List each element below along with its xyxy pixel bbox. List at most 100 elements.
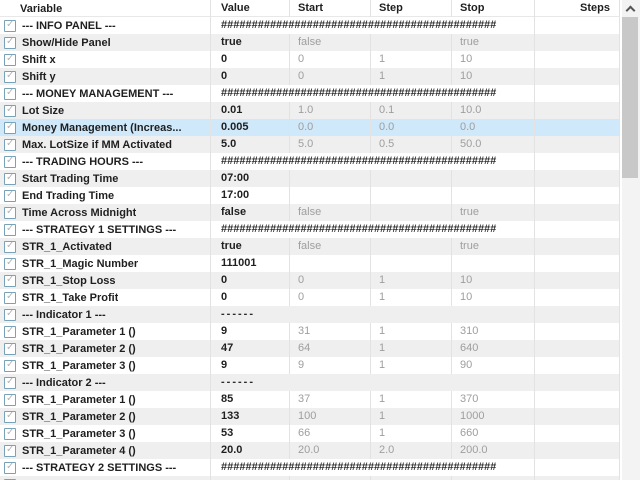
row-checkbox[interactable]: ✓ <box>4 121 16 134</box>
param-row[interactable]: ✓ STR_1_Parameter 4 () 20.0 20.0 2.0 200.0 <box>0 442 620 459</box>
vertical-scrollbar[interactable] <box>622 0 640 480</box>
row-checkbox[interactable]: ✓ <box>4 444 16 457</box>
start-cell <box>290 187 371 204</box>
col-header-variable[interactable]: Variable <box>0 0 211 17</box>
section-row[interactable]: ✓ --- STRATEGY 1 SETTINGS --- ############… <box>0 221 620 238</box>
param-row[interactable]: ✓ STR_1_Take Profit 0 0 1 10 <box>0 289 620 306</box>
param-row[interactable]: ✓ Lot Size 0.01 1.0 0.1 10.0 <box>0 102 620 119</box>
value-cell: 0 <box>211 289 290 306</box>
param-row[interactable]: ✓ STR_1_Magic Number 111001 <box>0 255 620 272</box>
row-checkbox[interactable]: ✓ <box>4 104 16 117</box>
param-row[interactable]: ✓ STR_1_Parameter 2 () 47 64 1 640 <box>0 340 620 357</box>
param-row[interactable]: ✓ STR_1_Parameter 1 () 85 37 1 370 <box>0 391 620 408</box>
variable-cell: ✓ STR_1_Parameter 2 () <box>0 340 211 357</box>
check-icon: ✓ <box>6 18 15 30</box>
row-checkbox[interactable]: ✓ <box>4 393 16 406</box>
check-icon: ✓ <box>6 426 15 438</box>
col-header-start[interactable]: Start <box>290 0 371 17</box>
row-checkbox[interactable]: ✓ <box>4 376 16 389</box>
row-checkbox[interactable]: ✓ <box>4 308 16 321</box>
param-row[interactable]: ✓ STR_1_Stop Loss 0 0 1 10 <box>0 272 620 289</box>
section-value-cell: ########################################… <box>211 17 535 34</box>
section-row[interactable]: ✓ --- Indicator 1 --- ------ <box>0 306 620 323</box>
row-checkbox[interactable]: ✓ <box>4 359 16 372</box>
steps-cell <box>535 476 620 480</box>
param-row[interactable]: ✓ <box>0 476 620 480</box>
section-row[interactable]: ✓ --- INFO PANEL --- #####################… <box>0 17 620 34</box>
section-row[interactable]: ✓ --- STRATEGY 2 SETTINGS --- ############… <box>0 459 620 476</box>
row-checkbox[interactable]: ✓ <box>4 172 16 185</box>
steps-cell <box>535 221 620 238</box>
row-checkbox[interactable]: ✓ <box>4 410 16 423</box>
param-row[interactable]: ✓ Start Trading Time 07:00 <box>0 170 620 187</box>
stop-cell <box>452 170 535 187</box>
step-cell: 0.5 <box>371 136 452 153</box>
step-cell: 1 <box>371 408 452 425</box>
col-header-value[interactable]: Value <box>211 0 290 17</box>
steps-cell <box>535 119 620 136</box>
row-checkbox[interactable]: ✓ <box>4 461 16 474</box>
variable-name: STR_1_Parameter 2 () <box>22 342 136 355</box>
row-checkbox[interactable]: ✓ <box>4 53 16 66</box>
steps-cell <box>535 136 620 153</box>
scrollbar-thumb[interactable] <box>622 17 638 178</box>
variable-name: --- MONEY MANAGEMENT --- <box>22 87 174 100</box>
row-checkbox[interactable]: ✓ <box>4 274 16 287</box>
steps-cell <box>535 391 620 408</box>
row-checkbox[interactable]: ✓ <box>4 155 16 168</box>
steps-cell <box>535 272 620 289</box>
row-checkbox[interactable]: ✓ <box>4 205 16 219</box>
variable-cell: ✓ Max. LotSize if MM Activated <box>0 136 211 153</box>
param-row[interactable]: ✓ Show/Hide Panel true false true <box>0 34 620 51</box>
scroll-up-button[interactable] <box>622 0 640 17</box>
start-cell: 0 <box>290 68 371 85</box>
check-icon: ✓ <box>6 205 15 217</box>
param-row[interactable]: ✓ End Trading Time 17:00 <box>0 187 620 204</box>
row-checkbox[interactable]: ✓ <box>4 342 16 355</box>
row-checkbox[interactable]: ✓ <box>4 189 16 202</box>
row-checkbox[interactable]: ✓ <box>4 138 16 151</box>
stop-cell <box>452 255 535 272</box>
section-row[interactable]: ✓ --- TRADING HOURS --- ##################… <box>0 153 620 170</box>
param-row[interactable]: ✓ STR_1_Parameter 1 () 9 31 1 310 <box>0 323 620 340</box>
row-checkbox[interactable]: ✓ <box>4 87 16 100</box>
param-row[interactable]: ✓ STR_1_Parameter 3 () 53 66 1 660 <box>0 425 620 442</box>
row-checkbox[interactable]: ✓ <box>4 257 16 270</box>
step-cell <box>371 238 452 255</box>
param-row[interactable]: ✓ Max. LotSize if MM Activated 5.0 5.0 0.5 50… <box>0 136 620 153</box>
value-cell: 20.0 <box>211 442 290 459</box>
row-checkbox[interactable]: ✓ <box>4 36 16 49</box>
param-row[interactable]: ✓ STR_1_Parameter 2 () 133 100 1 1000 <box>0 408 620 425</box>
start-cell: false <box>290 238 371 255</box>
row-checkbox[interactable]: ✓ <box>4 223 16 236</box>
col-header-step[interactable]: Step <box>371 0 452 17</box>
variable-name: Lot Size <box>22 104 65 117</box>
row-checkbox[interactable]: ✓ <box>4 478 16 480</box>
row-checkbox[interactable]: ✓ <box>4 291 16 304</box>
start-cell: 0.0 <box>290 119 371 136</box>
row-checkbox[interactable]: ✓ <box>4 240 16 253</box>
col-header-steps[interactable]: Steps <box>535 0 620 17</box>
col-header-stop[interactable]: Stop <box>452 0 535 17</box>
param-row[interactable]: ✓ STR_1_Parameter 3 () 9 9 1 90 <box>0 357 620 374</box>
step-cell: 1 <box>371 425 452 442</box>
row-checkbox[interactable]: ✓ <box>4 325 16 338</box>
step-cell <box>371 170 452 187</box>
section-value-cell: ########################################… <box>211 85 535 102</box>
value-cell: 0 <box>211 51 290 68</box>
param-row[interactable]: ✓ Money Management (Increas... 0.005 0.0 0.0… <box>0 119 620 136</box>
section-row[interactable]: ✓ --- MONEY MANAGEMENT --- ###############… <box>0 85 620 102</box>
row-checkbox[interactable]: ✓ <box>4 70 16 83</box>
steps-cell <box>535 153 620 170</box>
row-checkbox[interactable]: ✓ <box>4 18 16 32</box>
param-row[interactable]: ✓ Time Across Midnight false false true <box>0 204 620 221</box>
stop-cell: 200.0 <box>452 442 535 459</box>
step-cell <box>371 34 452 51</box>
row-checkbox[interactable]: ✓ <box>4 426 16 440</box>
variable-name: STR_1_Parameter 4 () <box>22 444 136 457</box>
param-row[interactable]: ✓ Shift x 0 0 1 10 <box>0 51 620 68</box>
start-cell <box>290 255 371 272</box>
param-row[interactable]: ✓ STR_1_Activated true false true <box>0 238 620 255</box>
param-row[interactable]: ✓ Shift y 0 0 1 10 <box>0 68 620 85</box>
section-row[interactable]: ✓ --- Indicator 2 --- ------ <box>0 374 620 391</box>
